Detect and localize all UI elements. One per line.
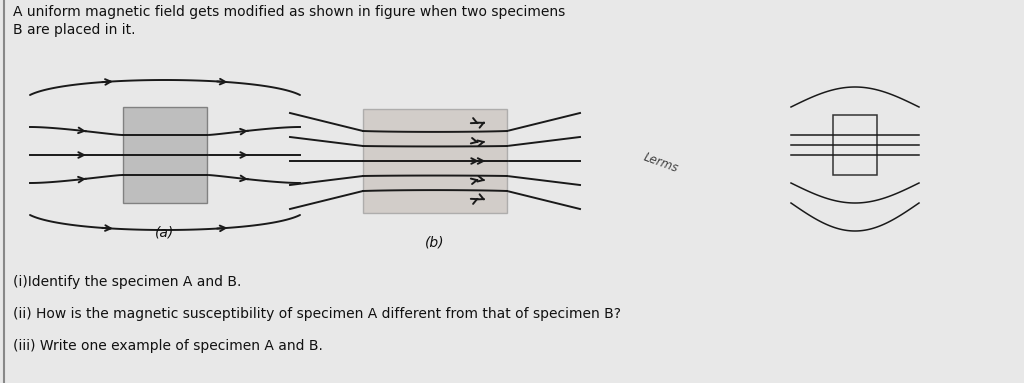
Text: B are placed in it.: B are placed in it.: [13, 23, 135, 37]
Bar: [833, 115, 877, 175]
Text: (b): (b): [425, 235, 444, 249]
Text: Lerms: Lerms: [642, 151, 681, 175]
Text: A uniform magnetic field gets modified as shown in figure when two specimens: A uniform magnetic field gets modified a…: [13, 5, 565, 19]
Bar: [362, 109, 507, 213]
Bar: [123, 107, 207, 203]
Text: (a): (a): [156, 225, 175, 239]
Text: (iii) Write one example of specimen A and B.: (iii) Write one example of specimen A an…: [13, 339, 323, 353]
Text: (ii) How is the magnetic susceptibility of specimen A different from that of spe: (ii) How is the magnetic susceptibility …: [13, 307, 621, 321]
Text: (i)Identify the specimen A and B.: (i)Identify the specimen A and B.: [13, 275, 242, 289]
